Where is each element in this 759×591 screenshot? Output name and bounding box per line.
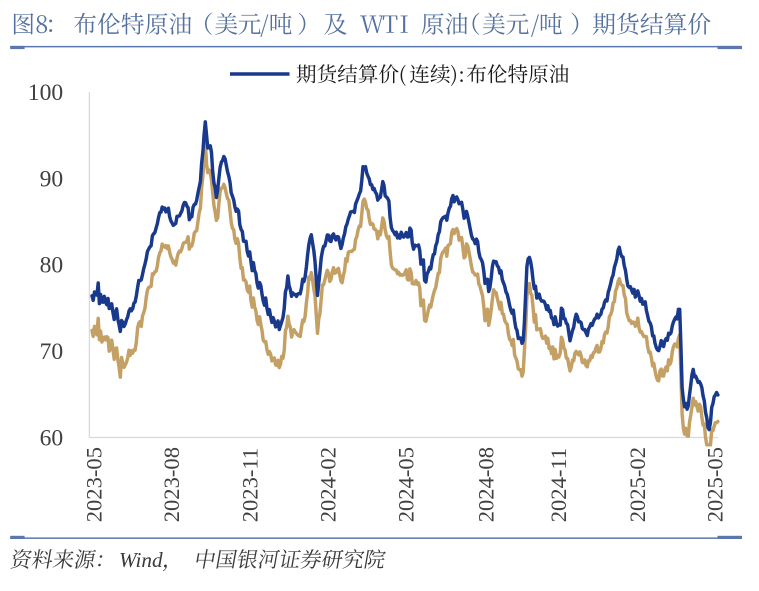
svg-text:2024-11: 2024-11 bbox=[546, 448, 571, 522]
svg-text:70: 70 bbox=[40, 339, 64, 365]
svg-text:Wind: Wind bbox=[119, 548, 163, 572]
svg-text:60: 60 bbox=[40, 425, 64, 451]
svg-text:80: 80 bbox=[40, 253, 64, 279]
svg-text:2024-05: 2024-05 bbox=[393, 447, 418, 522]
svg-text:2024-08: 2024-08 bbox=[473, 447, 498, 522]
svg-text:100: 100 bbox=[28, 80, 63, 106]
svg-text:2023-08: 2023-08 bbox=[159, 447, 184, 522]
svg-text:90: 90 bbox=[40, 166, 64, 192]
svg-text:2024-02: 2024-02 bbox=[316, 447, 341, 522]
svg-text:2023-11: 2023-11 bbox=[238, 448, 263, 522]
svg-text:2023-05: 2023-05 bbox=[82, 447, 107, 522]
svg-text:2025-02: 2025-02 bbox=[625, 447, 650, 522]
svg-text:2025-05: 2025-05 bbox=[702, 447, 727, 522]
